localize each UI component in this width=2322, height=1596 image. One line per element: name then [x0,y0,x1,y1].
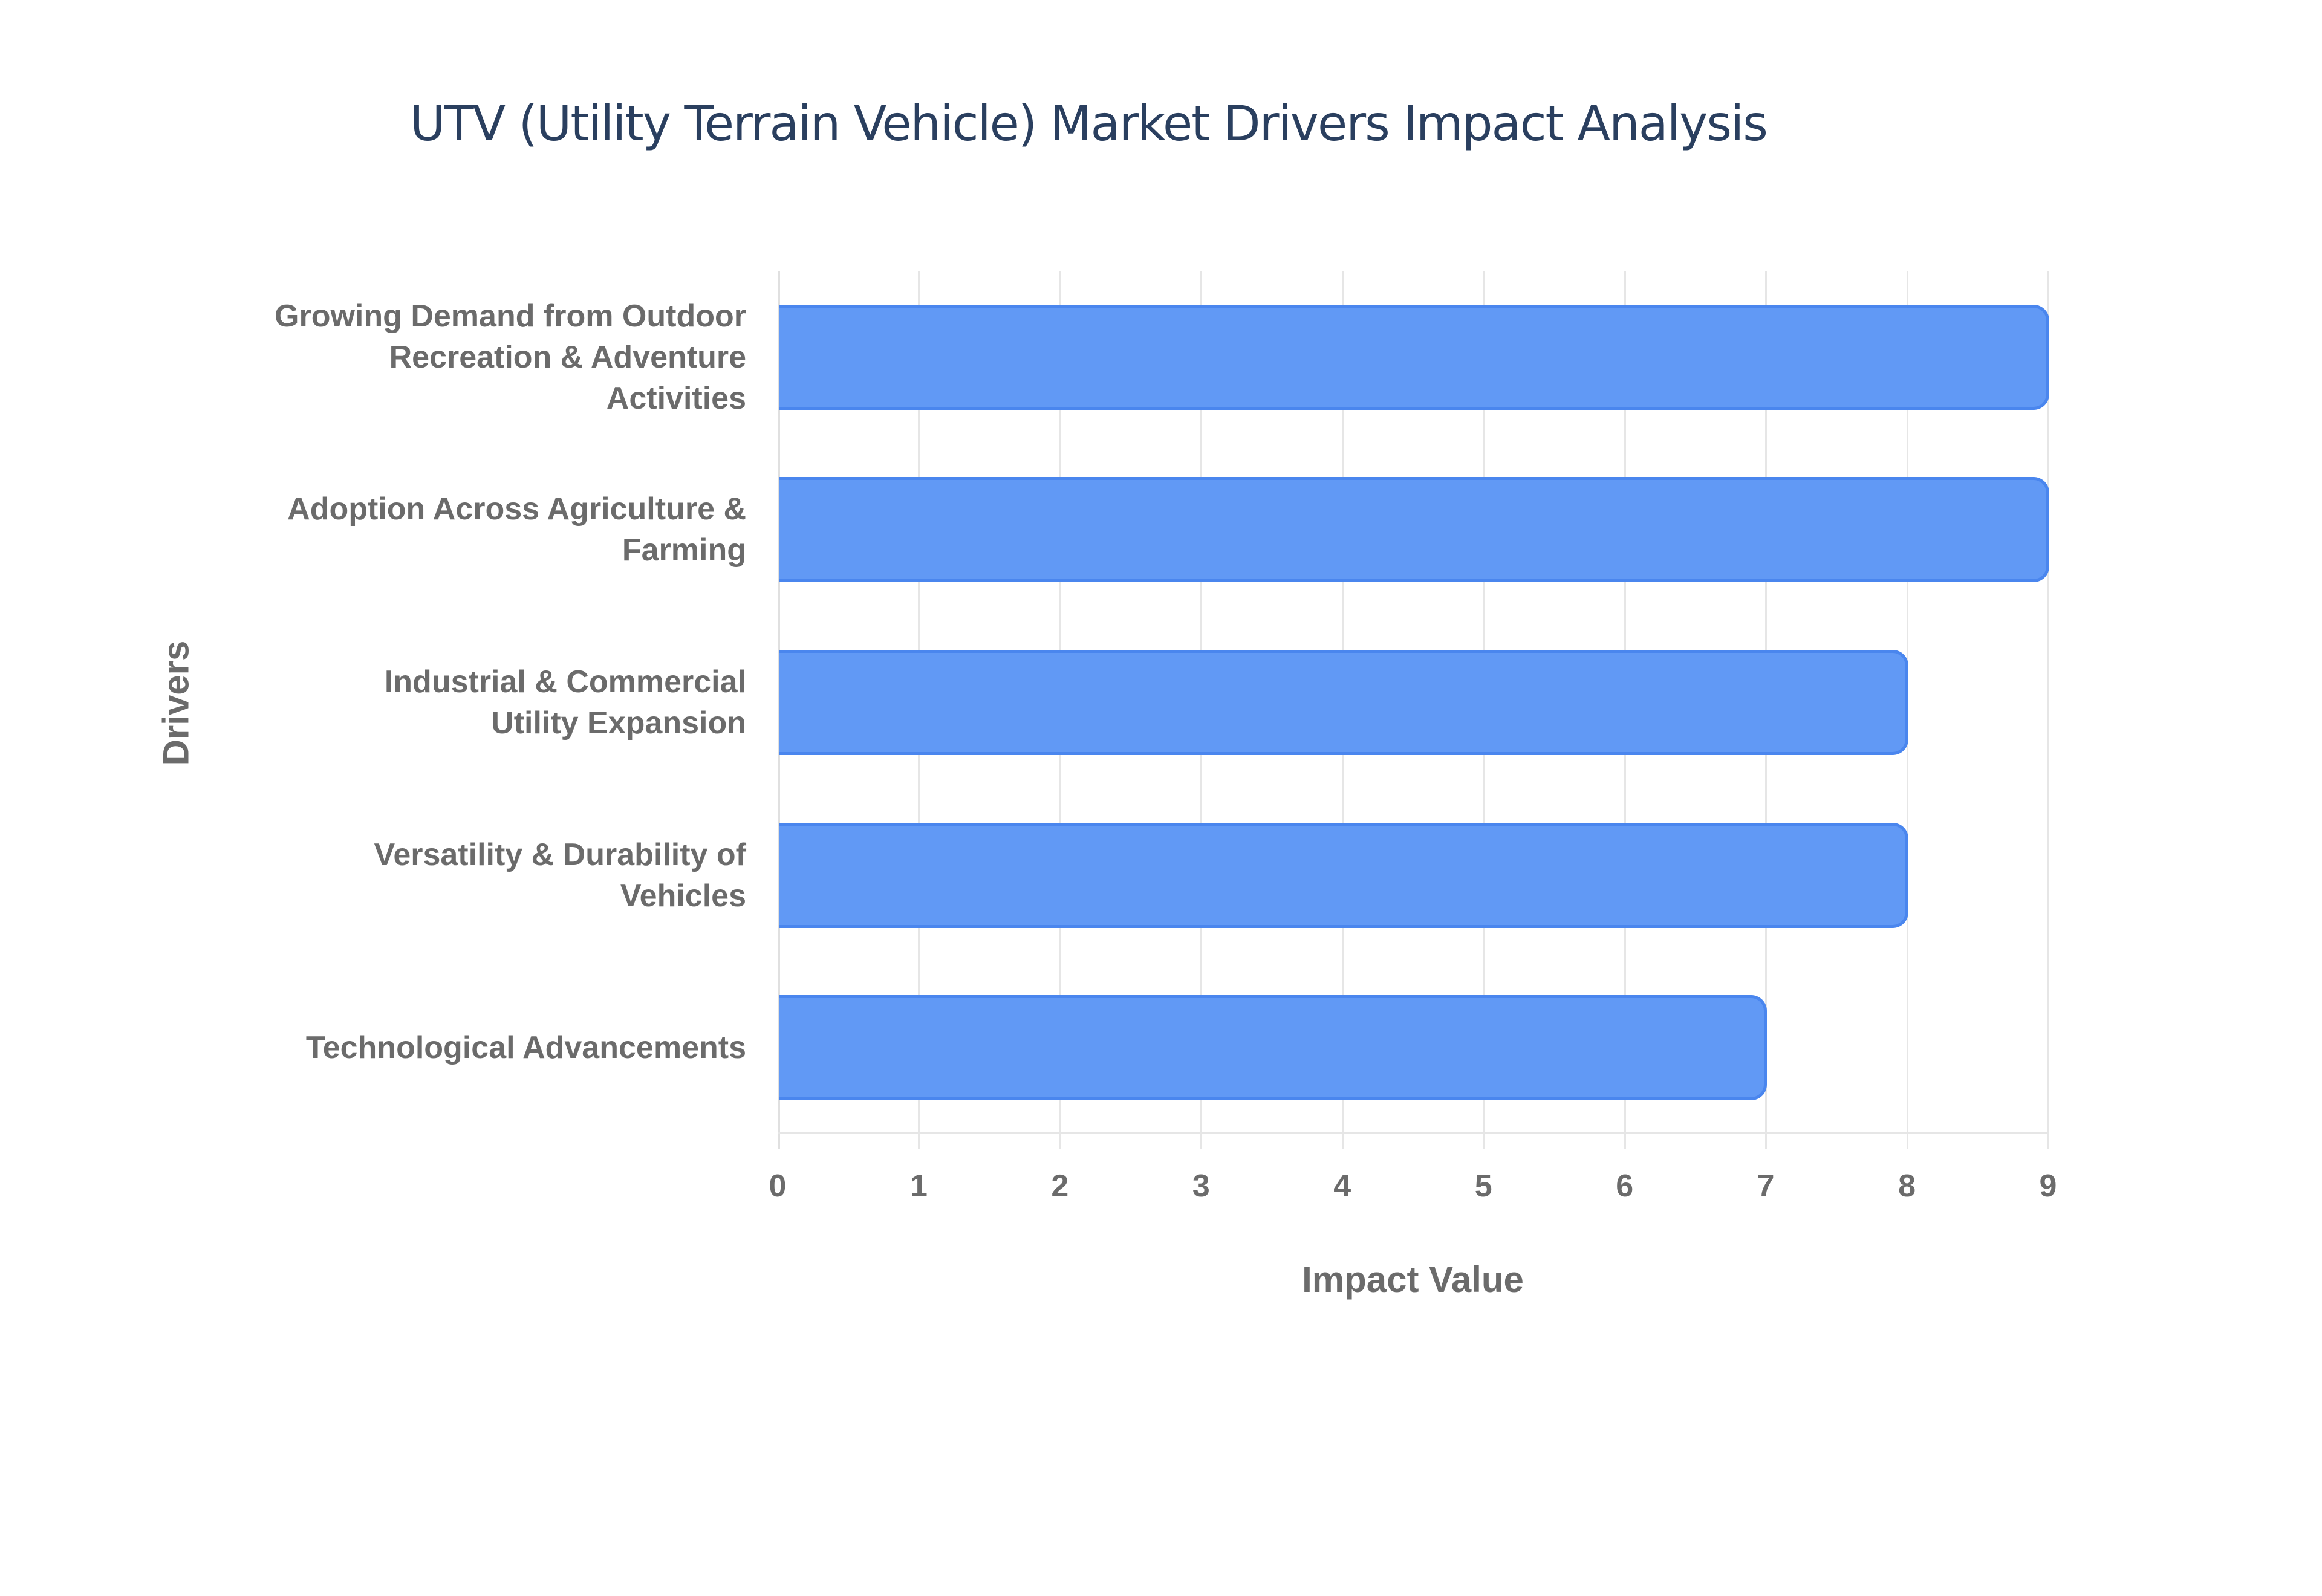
x-tick-label: 4 [1333,1169,1351,1204]
chart-title: UTV (Utility Terrain Vehicle) Market Dri… [410,96,1768,152]
y-tick-label: Versatility & Durability of Vehicles [202,834,747,916]
x-tick-label: 5 [1474,1169,1492,1204]
gridline [2047,271,2049,1149]
x-tick-label: 9 [2039,1169,2057,1204]
bar[interactable] [779,477,2049,583]
y-tick-label: Growing Demand from Outdoor Recreation & … [202,296,746,419]
x-tick-label: 2 [1051,1169,1069,1204]
x-tick-label: 7 [1757,1169,1775,1204]
x-axis-line [778,1132,2048,1134]
bar[interactable] [779,995,1768,1101]
y-tick-label-line: Growing Demand from Outdoor [275,298,746,334]
y-tick-label-line: Farming [622,533,746,568]
y-tick-label-line: Industrial & Commercial [384,664,746,699]
y-tick-label: Technological Advancements [202,1027,746,1068]
x-tick-label: 8 [1898,1169,1916,1204]
bar[interactable] [779,822,1908,928]
x-axis-title: Impact Value [1302,1259,1524,1300]
y-tick-label-line: Versatility & Durability of [374,837,747,872]
plot-area [778,271,2049,1149]
y-axis-title: Drivers [155,640,197,766]
bar[interactable] [779,304,2049,410]
x-tick-label: 3 [1192,1169,1210,1204]
bar[interactable] [779,650,1908,755]
y-tick-label-line: Activities [606,380,746,416]
x-tick-label: 1 [909,1169,928,1204]
y-tick-label-line: Utility Expansion [491,706,746,741]
y-tick-label: Industrial & Commercial Utility Expansion [202,661,746,744]
x-tick-label: 6 [1616,1169,1634,1204]
y-tick-label-line: Recreation & Adventure [389,339,746,375]
y-tick-label-line: Vehicles [620,878,746,913]
x-tick-label: 0 [769,1169,787,1204]
y-tick-label: Adoption Across Agriculture & Farming [202,488,746,571]
y-tick-label-line: Adoption Across Agriculture & [287,491,746,527]
y-tick-label-line: Technological Advancements [305,1030,746,1066]
